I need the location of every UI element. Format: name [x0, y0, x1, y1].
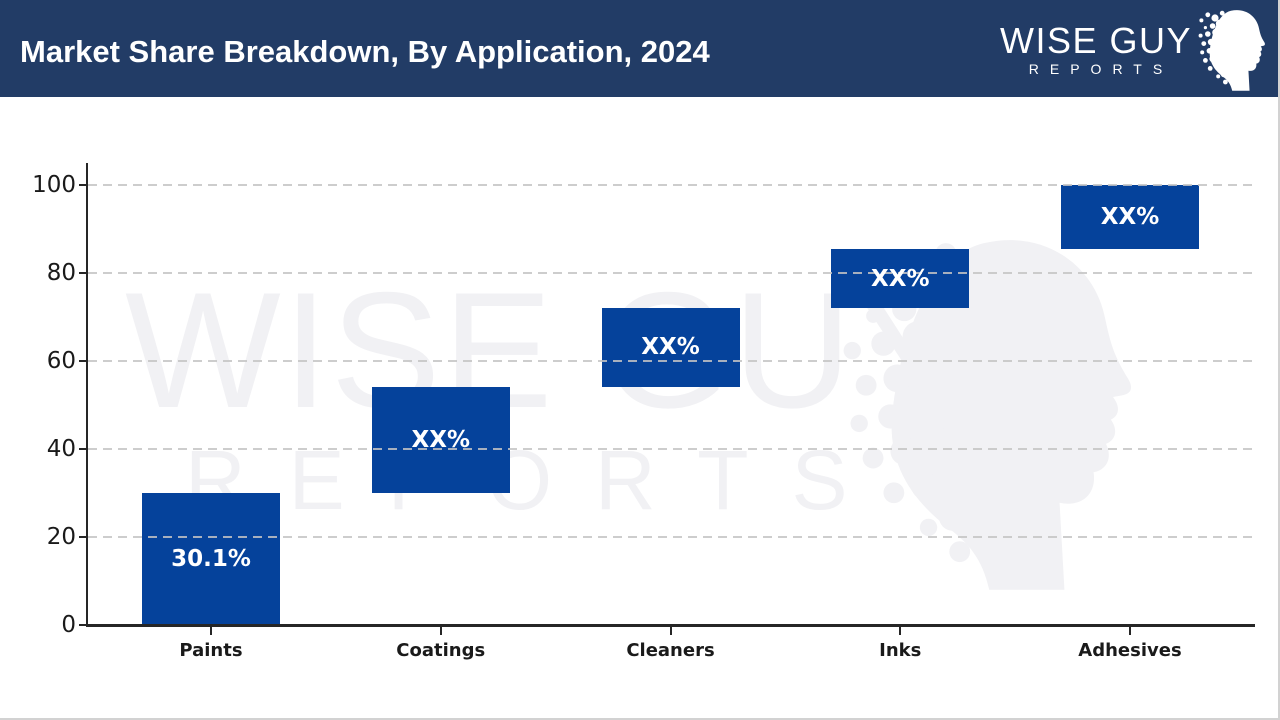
bar-value-label-adhesives: XX%: [1100, 204, 1160, 231]
y-tickmark-20: [79, 536, 87, 538]
bar-value-label-paints: 30.1%: [171, 545, 251, 572]
y-axis-line: [86, 163, 88, 627]
y-tickmark-100: [79, 184, 87, 186]
bar-inks: [831, 249, 970, 308]
bar-adhesives: [1061, 185, 1199, 250]
bar-value-label-coatings: XX%: [411, 426, 470, 453]
bar-value-label-inks: XX%: [870, 265, 930, 292]
wiseguy-logo: WISE GUY REPORTS: [1000, 6, 1268, 94]
x-tickmark-paints: [210, 627, 212, 635]
x-tick-label-paints: Paints: [179, 640, 243, 661]
x-tick-label-inks: Inks: [879, 640, 922, 661]
page-title: Market Share Breakdown, By Application, …: [20, 34, 710, 69]
x-tickmark-adhesives: [1129, 627, 1131, 635]
y-tick-label-60: 60: [46, 348, 76, 374]
x-tickmark-coatings: [439, 627, 442, 635]
bar-coatings: [371, 386, 510, 493]
x-tickmark-cleaners: [669, 627, 672, 635]
gridline-80: [88, 272, 1253, 274]
y-tickmark-60: [79, 360, 87, 362]
y-tickmark-80: [79, 272, 87, 274]
bar-cleaners: [601, 307, 740, 387]
x-tick-label-adhesives: Adhesives: [1078, 640, 1182, 661]
gridline-100: [88, 184, 1253, 186]
header-bar: Market Share Breakdown, By Application, …: [0, 0, 1278, 97]
bar-value-label-cleaners: XX%: [641, 334, 700, 361]
x-axis-line: [86, 624, 1255, 627]
y-tick-label-20: 20: [46, 524, 76, 550]
y-tick-label-40: 40: [46, 436, 76, 462]
y-tick-label-0: 0: [61, 612, 76, 638]
x-tick-label-cleaners: Cleaners: [626, 640, 715, 661]
logo-wordmark: WISE GUY: [999, 20, 1192, 61]
watermark-wordmark: WISE GUY: [125, 258, 967, 442]
logo-text-block: WISE GUY REPORTS: [1000, 22, 1192, 78]
logo-subtext: REPORTS: [1028, 61, 1174, 77]
x-tick-label-coatings: Coatings: [396, 640, 486, 661]
bar-paints: [142, 492, 280, 625]
gridline-60: [88, 360, 1253, 362]
x-tickmark-inks: [899, 627, 902, 635]
gridline-20: [88, 536, 1253, 538]
watermark-subtext: REPORTS: [185, 433, 891, 527]
y-tickmark-0: [79, 624, 87, 626]
y-tickmark-40: [79, 448, 87, 450]
gridline-40: [88, 448, 1253, 450]
y-tick-label-80: 80: [46, 260, 76, 286]
y-tick-label-100: 100: [32, 172, 76, 198]
